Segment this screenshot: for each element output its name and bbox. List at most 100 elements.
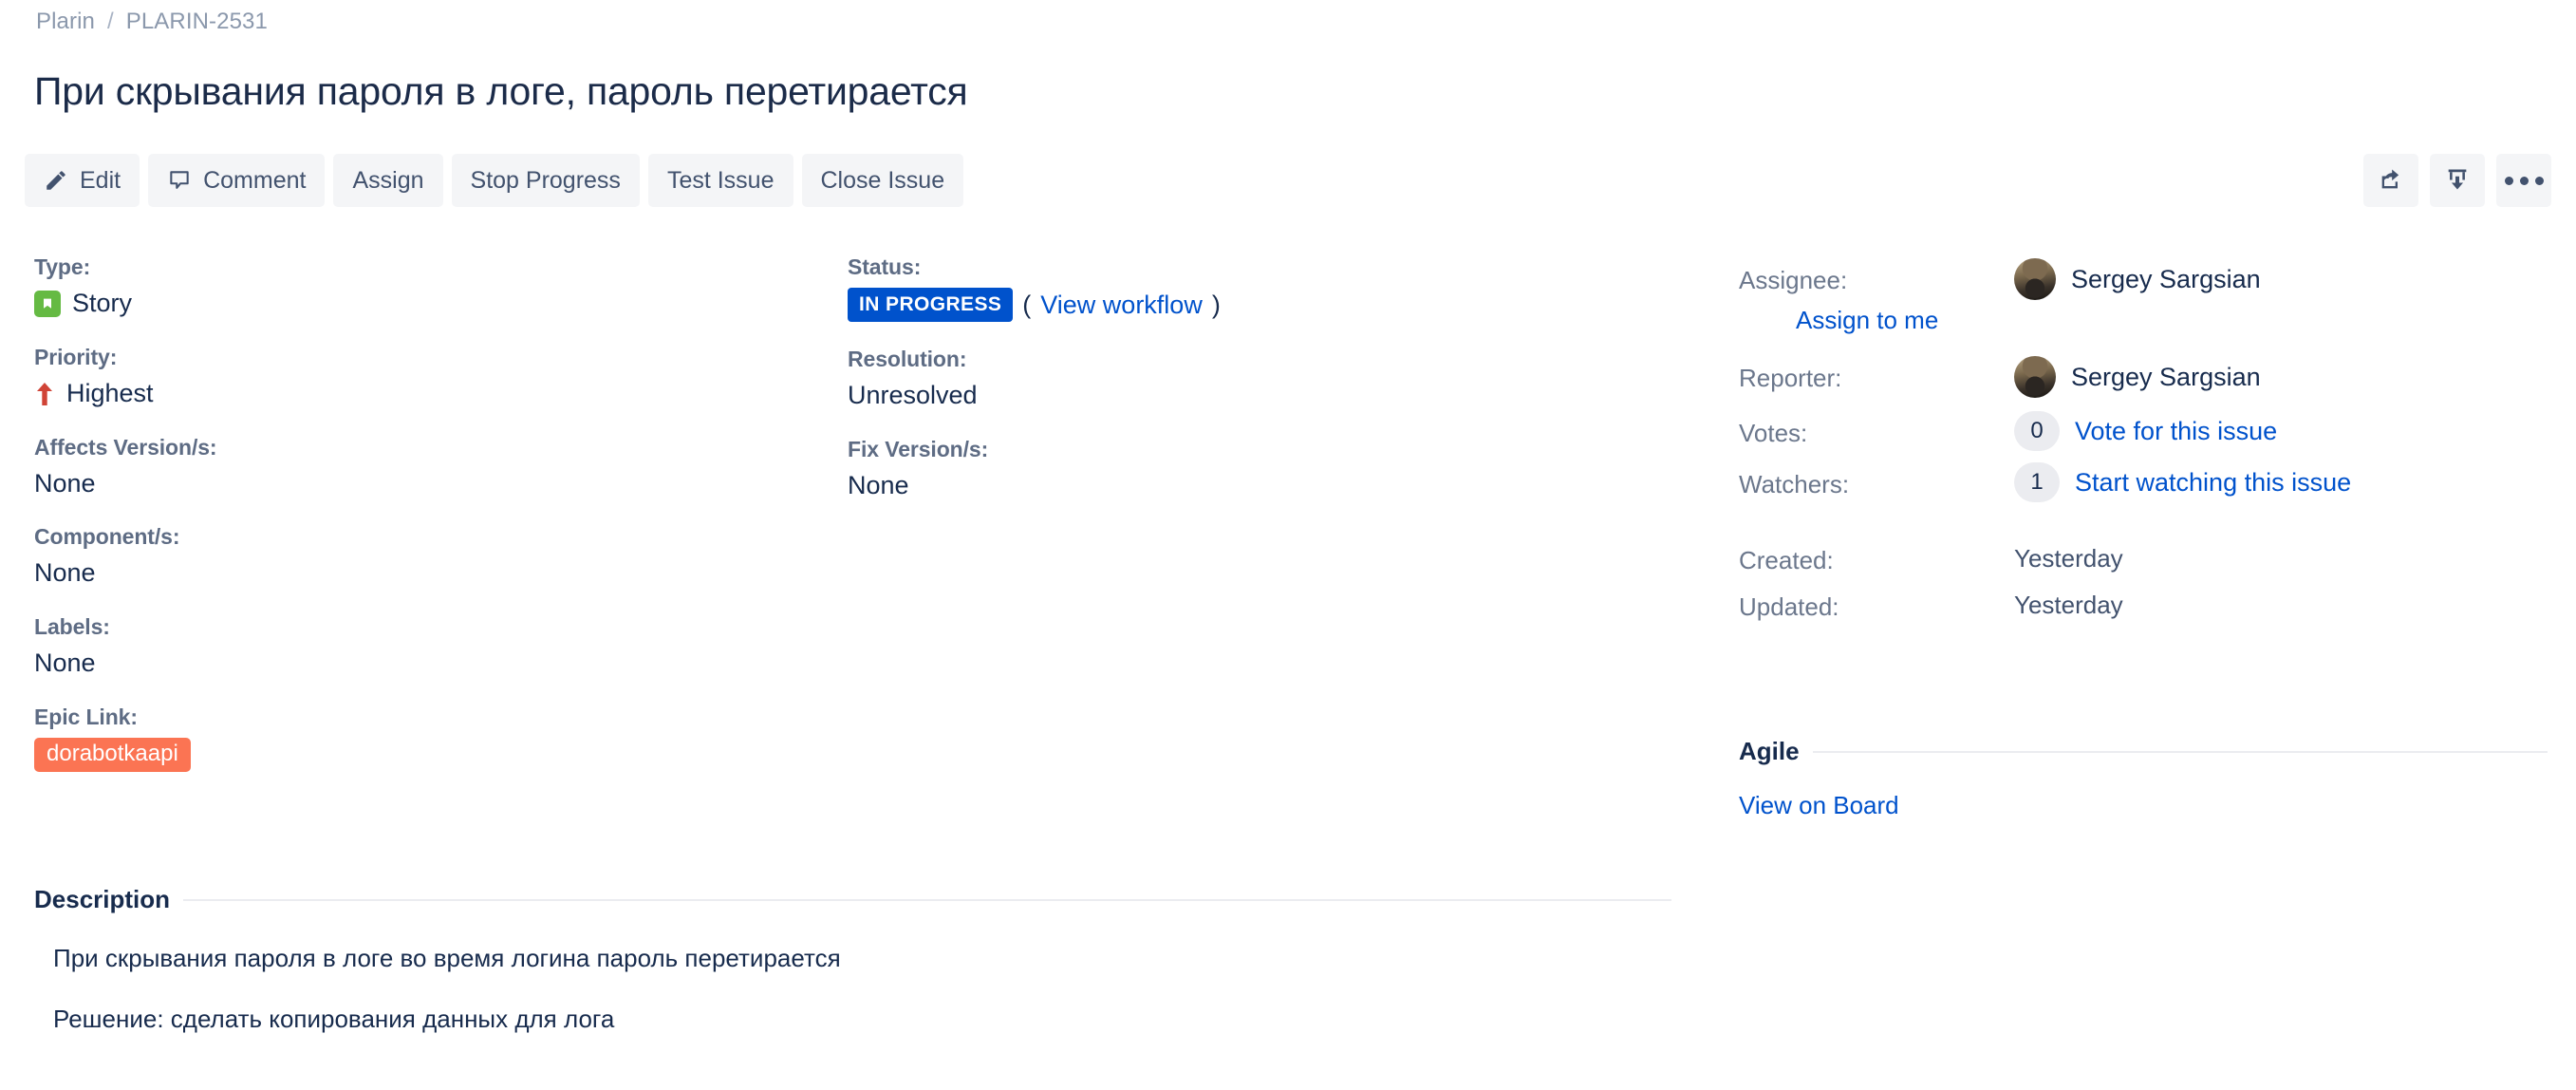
share-button[interactable]	[2363, 154, 2418, 207]
field-affects-version: Affects Version/s: None	[34, 435, 480, 500]
field-fix-version-value: None	[848, 470, 909, 499]
edit-button-label: Edit	[80, 166, 121, 194]
status-open-paren: (	[1022, 290, 1032, 319]
field-status: Status: IN PROGRESS ( View workflow )	[848, 254, 1341, 322]
field-components-label: Component/s:	[34, 524, 180, 550]
field-components: Component/s: None	[34, 524, 480, 590]
field-labels-value: None	[34, 648, 96, 677]
field-epic-link-value: dorabotkaapi	[34, 737, 480, 772]
description-paragraph: При скрывания пароля в логе во время лог…	[53, 944, 841, 972]
created-row: Created: Yesterday	[1739, 544, 2555, 575]
field-epic-link: Epic Link: dorabotkaapi	[34, 705, 480, 772]
field-fix-version-label: Fix Version/s:	[848, 436, 989, 461]
field-affects-version-label: Affects Version/s:	[34, 434, 217, 460]
watchers-row: Watchers: 1 Start watching this issue	[1739, 462, 2555, 502]
export-button[interactable]	[2430, 154, 2485, 207]
share-icon	[2378, 166, 2404, 196]
field-resolution-label: Resolution:	[848, 347, 967, 371]
description-paragraph: Решение: сделать копирования данных для …	[53, 1004, 615, 1033]
field-fix-version: Fix Version/s: None	[848, 437, 1341, 502]
details-column-middle: Status: IN PROGRESS ( View workflow ) Re…	[848, 254, 1341, 527]
breadcrumb-separator: /	[106, 9, 114, 34]
stop-progress-button[interactable]: Stop Progress	[451, 154, 640, 207]
votes-label: Votes:	[1739, 419, 1808, 447]
watchers-count-badge: 1	[2014, 462, 2060, 502]
votes-count-badge: 0	[2014, 411, 2060, 451]
assign-button[interactable]: Assign	[333, 154, 443, 207]
page-title: При скрывания пароля в логе, пароль пере…	[34, 69, 968, 114]
assignee-value: Sergey Sargsian	[2014, 258, 2261, 300]
avatar	[2014, 258, 2056, 300]
description-section-header: Description	[34, 885, 1671, 914]
field-resolution-value: Unresolved	[848, 381, 978, 409]
more-actions-button[interactable]	[2496, 154, 2551, 207]
start-watching-link[interactable]: Start watching this issue	[2075, 467, 2352, 497]
agile-links: View on Board	[1739, 791, 2548, 820]
view-on-board-link[interactable]: View on Board	[1739, 791, 1899, 819]
close-issue-button[interactable]: Close Issue	[801, 154, 964, 207]
reporter-row: Reporter: Sergey Sargsian	[1739, 356, 2555, 398]
created-value: Yesterday	[2014, 544, 2123, 573]
issue-actions-toolbar-right	[2363, 154, 2551, 207]
reporter-value: Sergey Sargsian	[2014, 356, 2261, 398]
field-type-text: Story	[72, 289, 133, 317]
field-priority-text: Highest	[66, 378, 154, 407]
agile-section: Agile View on Board	[1739, 737, 2548, 820]
assignee-row: Assignee: Sergey Sargsian	[1739, 258, 2555, 300]
field-components-value: None	[34, 558, 96, 588]
breadcrumb-project-link[interactable]: Plarin	[36, 9, 95, 34]
export-icon	[2444, 166, 2471, 196]
field-priority: Priority: Highest	[34, 345, 480, 410]
status-badge: IN PROGRESS	[848, 288, 1014, 322]
description-divider	[183, 898, 1671, 901]
field-labels: Labels: None	[34, 614, 480, 680]
description-heading: Description	[34, 885, 171, 913]
description-section: Description При скрывания пароля в логе …	[34, 885, 1671, 1036]
details-column-left: Type: Story Priority: Highest	[34, 254, 480, 797]
field-type-label: Type:	[34, 254, 91, 279]
description-body: При скрывания пароля в логе во время лог…	[34, 943, 1671, 1036]
field-affects-version-value: None	[34, 468, 96, 498]
reporter-label: Reporter:	[1739, 364, 1842, 392]
agile-section-header: Agile	[1739, 737, 2548, 766]
field-resolution: Resolution: Unresolved	[848, 347, 1341, 412]
watchers-value: 1 Start watching this issue	[2014, 462, 2351, 502]
issue-actions-toolbar: Edit Comment Assign Stop Progress Test I…	[25, 154, 964, 207]
assign-to-me-row: Assign to me	[1796, 306, 2555, 335]
updated-label: Updated:	[1739, 592, 1839, 621]
breadcrumb-issue-key-link[interactable]: PLARIN-2531	[125, 9, 268, 34]
agile-heading: Agile	[1739, 737, 1800, 765]
votes-row: Votes: 0 Vote for this issue	[1739, 411, 2555, 451]
story-icon	[34, 290, 61, 317]
created-label: Created:	[1739, 546, 1834, 574]
field-epic-link-label: Epic Link:	[34, 704, 138, 729]
epic-link-badge[interactable]: dorabotkaapi	[34, 737, 191, 772]
field-status-label: Status:	[848, 254, 922, 279]
avatar	[2014, 356, 2056, 398]
comment-bubble-icon	[167, 168, 192, 193]
field-type: Type: Story	[34, 254, 480, 320]
people-panel: Assignee: Sergey Sargsian Assign to me R…	[1739, 258, 2555, 637]
test-issue-button[interactable]: Test Issue	[647, 154, 793, 207]
updated-row: Updated: Yesterday	[1739, 591, 2555, 622]
field-status-value: IN PROGRESS ( View workflow )	[848, 288, 1341, 322]
view-workflow-link[interactable]: View workflow	[1040, 290, 1203, 319]
edit-button[interactable]: Edit	[25, 154, 140, 207]
more-ellipsis-icon	[2504, 176, 2544, 185]
assignee-name: Sergey Sargsian	[2071, 264, 2261, 293]
breadcrumb: Plarin / PLARIN-2531	[36, 9, 268, 35]
field-priority-label: Priority:	[34, 344, 118, 369]
assign-to-me-link[interactable]: Assign to me	[1796, 306, 1939, 334]
votes-value: 0 Vote for this issue	[2014, 411, 2277, 451]
status-close-paren: )	[1211, 290, 1221, 319]
field-labels-label: Labels:	[34, 614, 110, 639]
dates-block: Created: Yesterday Updated: Yesterday	[1739, 544, 2555, 622]
field-type-value: Story	[34, 288, 480, 320]
priority-highest-arrow-up-icon	[34, 381, 55, 407]
comment-button[interactable]: Comment	[148, 154, 326, 207]
agile-divider	[1812, 750, 2548, 753]
vote-for-issue-link[interactable]: Vote for this issue	[2075, 416, 2278, 445]
updated-value: Yesterday	[2014, 591, 2123, 619]
comment-button-label: Comment	[203, 166, 307, 194]
